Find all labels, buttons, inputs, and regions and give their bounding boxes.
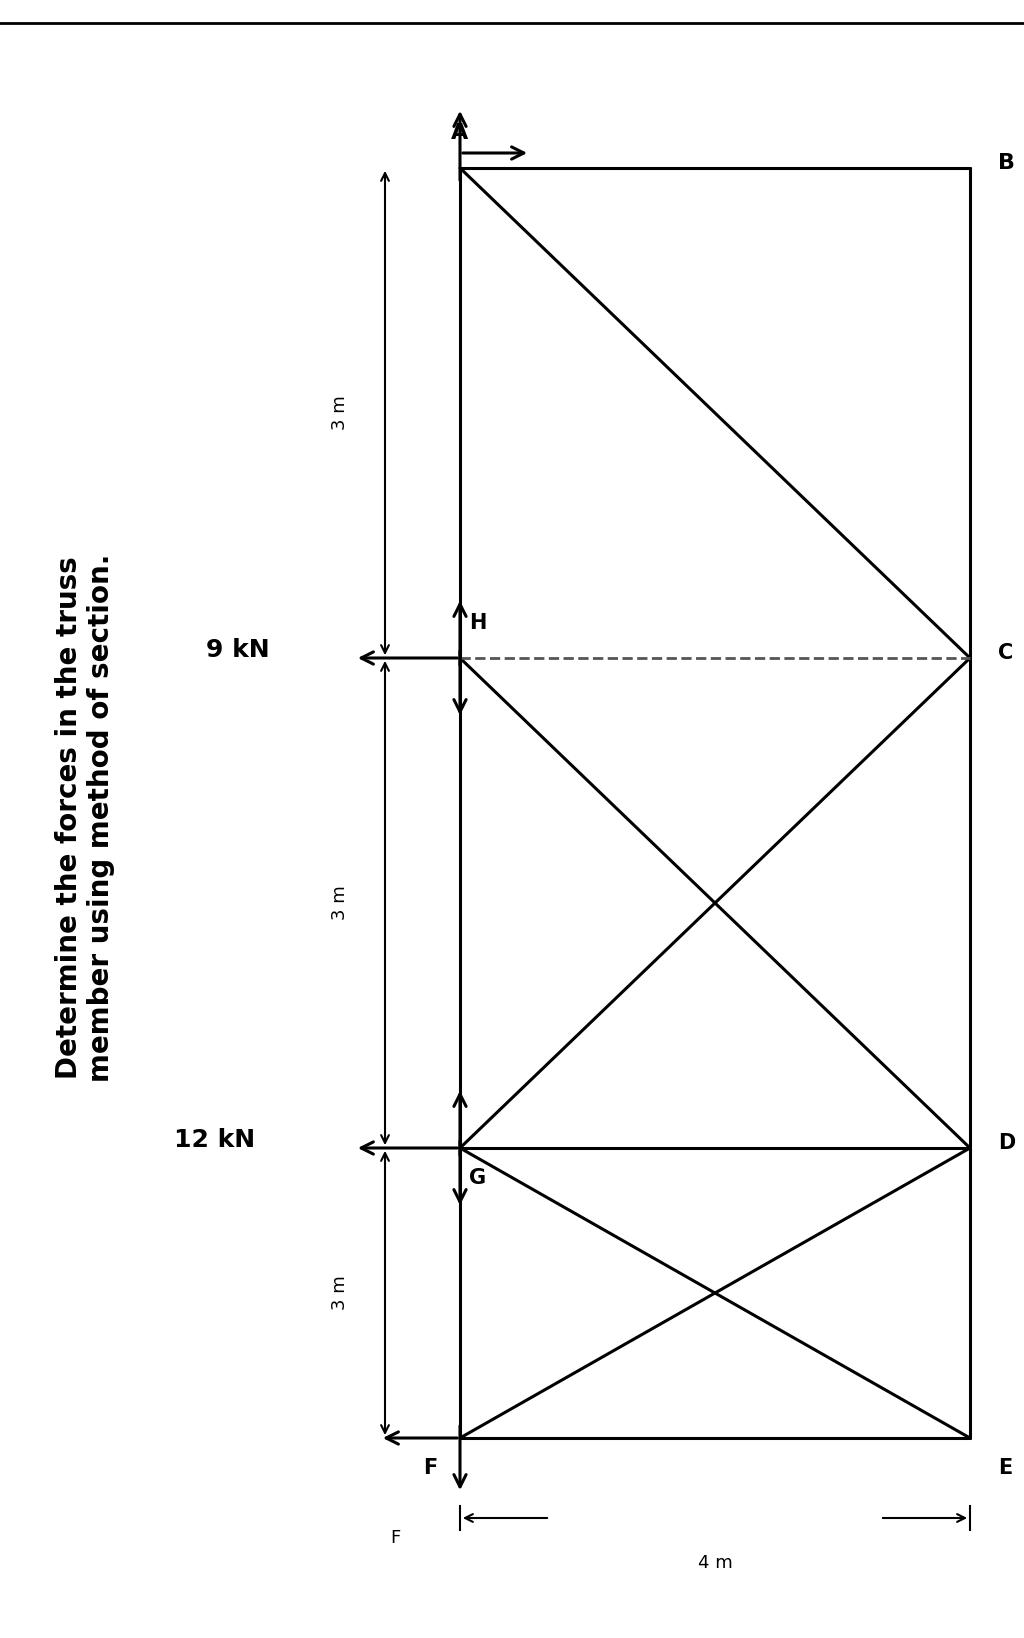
Text: Determine the forces in the truss
member using method of section.: Determine the forces in the truss member… — [55, 554, 116, 1083]
Text: 3 m: 3 m — [331, 886, 349, 921]
Text: E: E — [998, 1458, 1013, 1477]
Text: 12 kN: 12 kN — [174, 1129, 255, 1152]
Text: 4 m: 4 m — [697, 1554, 732, 1572]
Text: F: F — [423, 1458, 437, 1477]
Text: 3 m: 3 m — [331, 396, 349, 431]
Text: 3 m: 3 m — [331, 1276, 349, 1310]
Text: H: H — [469, 613, 486, 632]
Text: A: A — [452, 123, 469, 143]
Text: C: C — [998, 644, 1014, 663]
Text: D: D — [998, 1133, 1015, 1153]
Text: F: F — [390, 1528, 400, 1546]
Text: 9 kN: 9 kN — [207, 637, 270, 662]
Text: G: G — [469, 1168, 486, 1188]
Text: B: B — [998, 152, 1015, 174]
